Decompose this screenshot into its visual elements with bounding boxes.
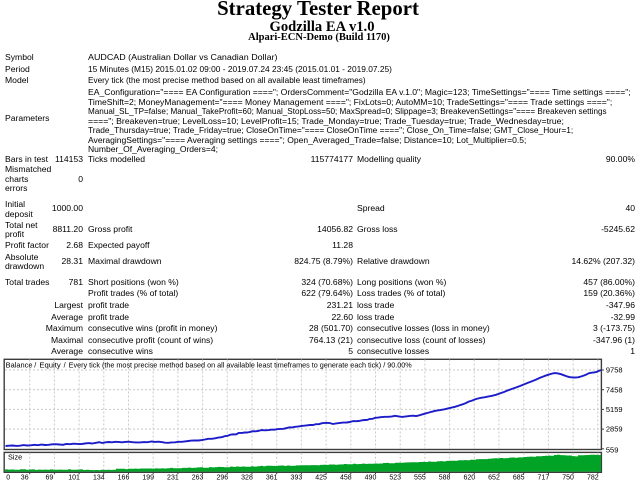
svg-text:69: 69 <box>46 474 54 480</box>
svg-text:166: 166 <box>118 474 130 480</box>
svg-text:555: 555 <box>414 474 426 480</box>
svg-text:458: 458 <box>340 474 352 480</box>
svg-text:134: 134 <box>93 474 105 480</box>
svg-text:/: / <box>64 360 66 369</box>
svg-text:750: 750 <box>562 474 574 480</box>
svg-text:7458: 7458 <box>606 385 623 394</box>
svg-text:717: 717 <box>538 474 550 480</box>
svg-text:559: 559 <box>606 445 619 454</box>
svg-text:296: 296 <box>216 474 228 480</box>
svg-text:0: 0 <box>6 474 10 480</box>
svg-text:685: 685 <box>513 474 525 480</box>
svg-text:Equity: Equity <box>39 360 61 369</box>
svg-text:361: 361 <box>266 474 278 480</box>
svg-text:425: 425 <box>315 474 327 480</box>
svg-text:36: 36 <box>21 474 29 480</box>
svg-text:652: 652 <box>488 474 500 480</box>
svg-text:328: 328 <box>241 474 253 480</box>
svg-text:588: 588 <box>439 474 451 480</box>
svg-text:9758: 9758 <box>606 366 623 375</box>
svg-text:101: 101 <box>68 474 80 480</box>
svg-text:Size: Size <box>8 452 22 461</box>
svg-text:620: 620 <box>463 474 475 480</box>
svg-text:5159: 5159 <box>606 405 623 414</box>
svg-text:231: 231 <box>167 474 179 480</box>
svg-text:2859: 2859 <box>606 425 623 434</box>
svg-text:Every tick (the most precise m: Every tick (the most precise method base… <box>69 360 413 369</box>
svg-text:782: 782 <box>587 474 599 480</box>
svg-text:Balance: Balance <box>6 360 33 369</box>
svg-text:490: 490 <box>365 474 377 480</box>
svg-text:/: / <box>34 360 36 369</box>
svg-text:393: 393 <box>291 474 303 480</box>
svg-text:523: 523 <box>389 474 401 480</box>
svg-text:263: 263 <box>192 474 204 480</box>
svg-text:199: 199 <box>142 474 154 480</box>
